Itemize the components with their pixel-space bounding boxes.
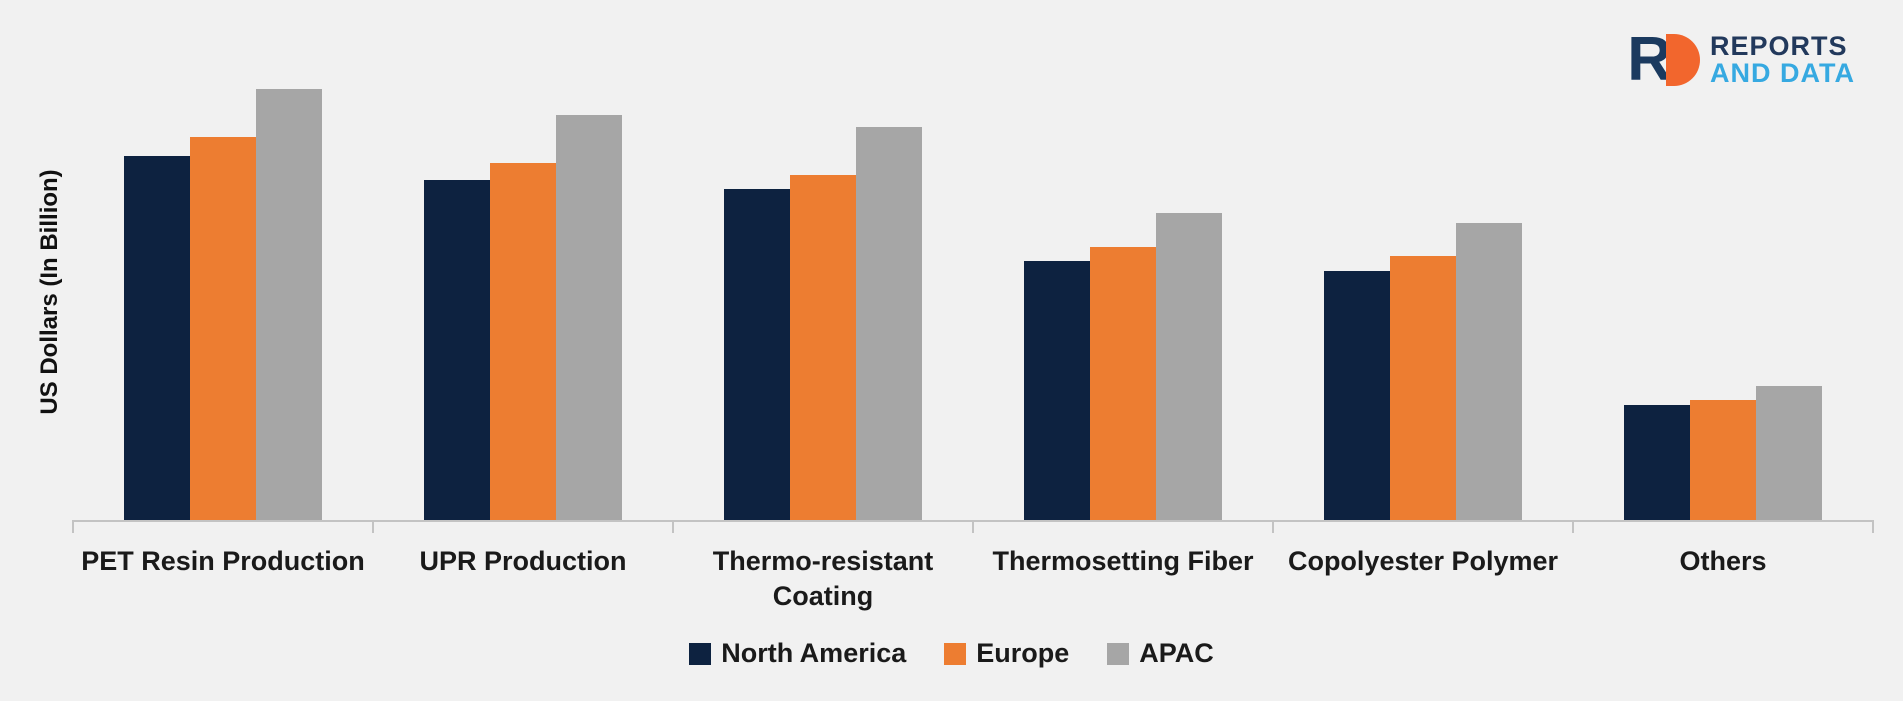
bar-north-america-upr-production	[424, 180, 490, 520]
logo-rd-icon: R	[1627, 25, 1701, 94]
logo-line-and-data: AND DATA	[1710, 58, 1855, 88]
x-axis-tick	[1272, 520, 1274, 533]
bar-europe-others	[1690, 400, 1756, 520]
category-label-thermosetting-fiber: Thermosetting Fiber	[992, 546, 1254, 576]
bar-europe-upr-production	[490, 163, 556, 520]
bar-apac-others	[1756, 386, 1822, 520]
legend-label-north-america: North America	[721, 638, 907, 668]
bar-apac-copolyester-polymer	[1456, 223, 1522, 520]
bar-europe-thermosetting-fiber	[1090, 247, 1156, 520]
bar-apac-thermo-resistant-coating	[856, 127, 922, 520]
legend: North America Europe APAC	[0, 638, 1903, 669]
bar-group-thermosetting-fiber	[973, 62, 1273, 520]
bar-north-america-thermosetting-fiber	[1024, 261, 1090, 520]
y-axis-label: US Dollars (In Billion)	[36, 169, 63, 415]
x-axis-category-labels: PET Resin Production UPR Production Thermo…	[73, 544, 1873, 614]
bar-north-america-thermo-resistant-coating	[724, 189, 790, 520]
legend-label-apac: APAC	[1139, 638, 1214, 668]
bar-apac-thermosetting-fiber	[1156, 213, 1222, 520]
category-label-others: Others	[1679, 546, 1767, 576]
category-label-upr-production: UPR Production	[419, 546, 627, 576]
x-axis-tick	[1572, 520, 1574, 533]
bar-north-america-copolyester-polymer	[1324, 271, 1390, 520]
category-label-pet-resin-production: PET Resin Production	[81, 546, 365, 576]
legend-item-europe: Europe	[944, 638, 1069, 669]
bar-group-others	[1573, 62, 1873, 520]
x-axis-tick	[372, 520, 374, 533]
x-axis-tick	[1872, 520, 1874, 533]
legend-item-north-america: North America	[689, 638, 906, 669]
bar-group-thermo-resistant-coating	[673, 62, 973, 520]
category-label-thermo-resistant-coating: Thermo-resistant Coating	[712, 546, 934, 612]
reports-and-data-logo: R REPORTS AND DATA	[1627, 25, 1855, 94]
legend-item-apac: APAC	[1107, 638, 1214, 669]
x-axis-tick	[672, 520, 674, 533]
x-axis-tick	[972, 520, 974, 533]
legend-swatch-north-america	[689, 642, 712, 665]
bar-europe-thermo-resistant-coating	[790, 175, 856, 520]
legend-swatch-apac	[1107, 642, 1130, 665]
x-axis-tick	[72, 520, 74, 533]
bar-apac-pet-resin-production	[256, 89, 322, 520]
bar-europe-copolyester-polymer	[1390, 256, 1456, 520]
bar-group-copolyester-polymer	[1273, 62, 1573, 520]
plot-area	[72, 62, 1874, 533]
bar-north-america-pet-resin-production	[124, 156, 190, 520]
legend-label-europe: Europe	[976, 638, 1070, 668]
logo-text: REPORTS AND DATA	[1710, 33, 1855, 87]
logo-r-letter: R	[1627, 25, 1672, 94]
bar-group-pet-resin-production	[73, 62, 373, 520]
bar-europe-pet-resin-production	[190, 137, 256, 520]
bar-group-upr-production	[373, 62, 673, 520]
bar-north-america-others	[1624, 405, 1690, 520]
y-axis-label-wrap: US Dollars (In Billion)	[30, 62, 70, 522]
bar-apac-upr-production	[556, 115, 622, 520]
category-label-copolyester-polymer: Copolyester Polymer	[1287, 546, 1559, 576]
logo-line-reports: REPORTS	[1710, 31, 1848, 61]
legend-swatch-europe	[944, 642, 967, 665]
